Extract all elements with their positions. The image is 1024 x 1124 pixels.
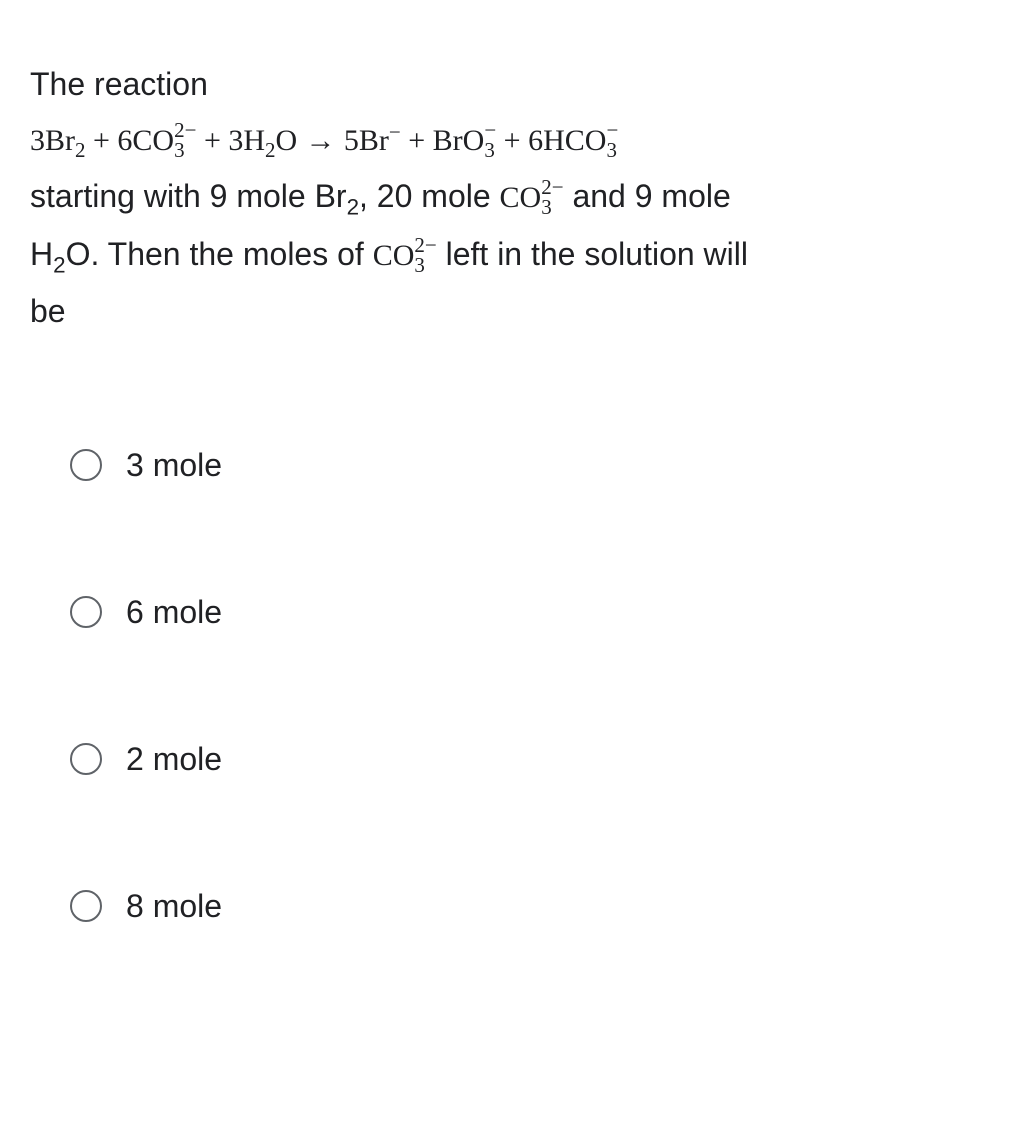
r3-sym: H [243, 124, 265, 157]
radio-icon[interactable] [70, 890, 102, 922]
r1-coef: 3 [30, 124, 45, 157]
options-list: 3 mole 6 mole 2 mole 8 mole [30, 447, 994, 925]
line2c: and 9 mole [564, 178, 731, 214]
line3c: left in the solution will [437, 236, 748, 272]
r3-coef: 3 [228, 124, 243, 157]
p3-sym: HCO [543, 124, 606, 157]
line2-br2-sub: 2 [347, 194, 359, 219]
line2a: starting with 9 mole Br [30, 178, 347, 214]
option-d[interactable]: 8 mole [70, 888, 994, 925]
question-line-2: starting with 9 mole Br2, 20 mole CO2−3 … [30, 172, 994, 222]
r3-sub: 2 [265, 138, 276, 162]
plus1: + [86, 124, 118, 157]
p1-coef: 5 [344, 124, 359, 157]
r1-sub: 2 [75, 138, 86, 162]
line3-species: CO2−3 [373, 239, 437, 272]
plus2: + [196, 124, 228, 157]
line3-h2o-sub: 2 [53, 252, 65, 277]
line3a: H [30, 236, 53, 272]
reaction-equation: 3Br2 + 6CO2−3 + 3H2O → 5Br− + BrO−3 + 6H… [30, 118, 994, 165]
option-label: 3 mole [126, 447, 222, 484]
r2-supsub: 2−3 [174, 121, 196, 161]
page: The reaction 3Br2 + 6CO2−3 + 3H2O → 5Br−… [0, 0, 1024, 1065]
r1-sym: Br [45, 124, 75, 157]
plus3: + [401, 124, 433, 157]
question-line-3: H2O. Then the moles of CO2−3 left in the… [30, 230, 994, 280]
p2-supsub: −3 [484, 121, 496, 161]
arrow: → [297, 124, 344, 157]
line3b: O. Then the moles of [66, 236, 373, 272]
question-block: The reaction 3Br2 + 6CO2−3 + 3H2O → 5Br−… [30, 60, 994, 337]
line2-species: CO2−3 [500, 181, 564, 214]
radio-icon[interactable] [70, 596, 102, 628]
radio-icon[interactable] [70, 743, 102, 775]
question-intro: The reaction [30, 60, 994, 110]
option-label: 2 mole [126, 741, 222, 778]
p1-sup: − [389, 120, 401, 144]
question-line-4: be [30, 287, 994, 337]
p1-sym: Br [359, 124, 389, 157]
option-a[interactable]: 3 mole [70, 447, 994, 484]
r3-tail: O [276, 124, 298, 157]
option-label: 6 mole [126, 594, 222, 631]
r2-coef: 6 [117, 124, 132, 157]
option-c[interactable]: 2 mole [70, 741, 994, 778]
option-label: 8 mole [126, 888, 222, 925]
r2-sym: CO [132, 124, 174, 157]
p2-sym: BrO [433, 124, 485, 157]
p3-supsub: −3 [606, 121, 618, 161]
line2b: , 20 mole [359, 178, 500, 214]
p3-coef: 6 [528, 124, 543, 157]
plus4: + [496, 124, 528, 157]
option-b[interactable]: 6 mole [70, 594, 994, 631]
radio-icon[interactable] [70, 449, 102, 481]
